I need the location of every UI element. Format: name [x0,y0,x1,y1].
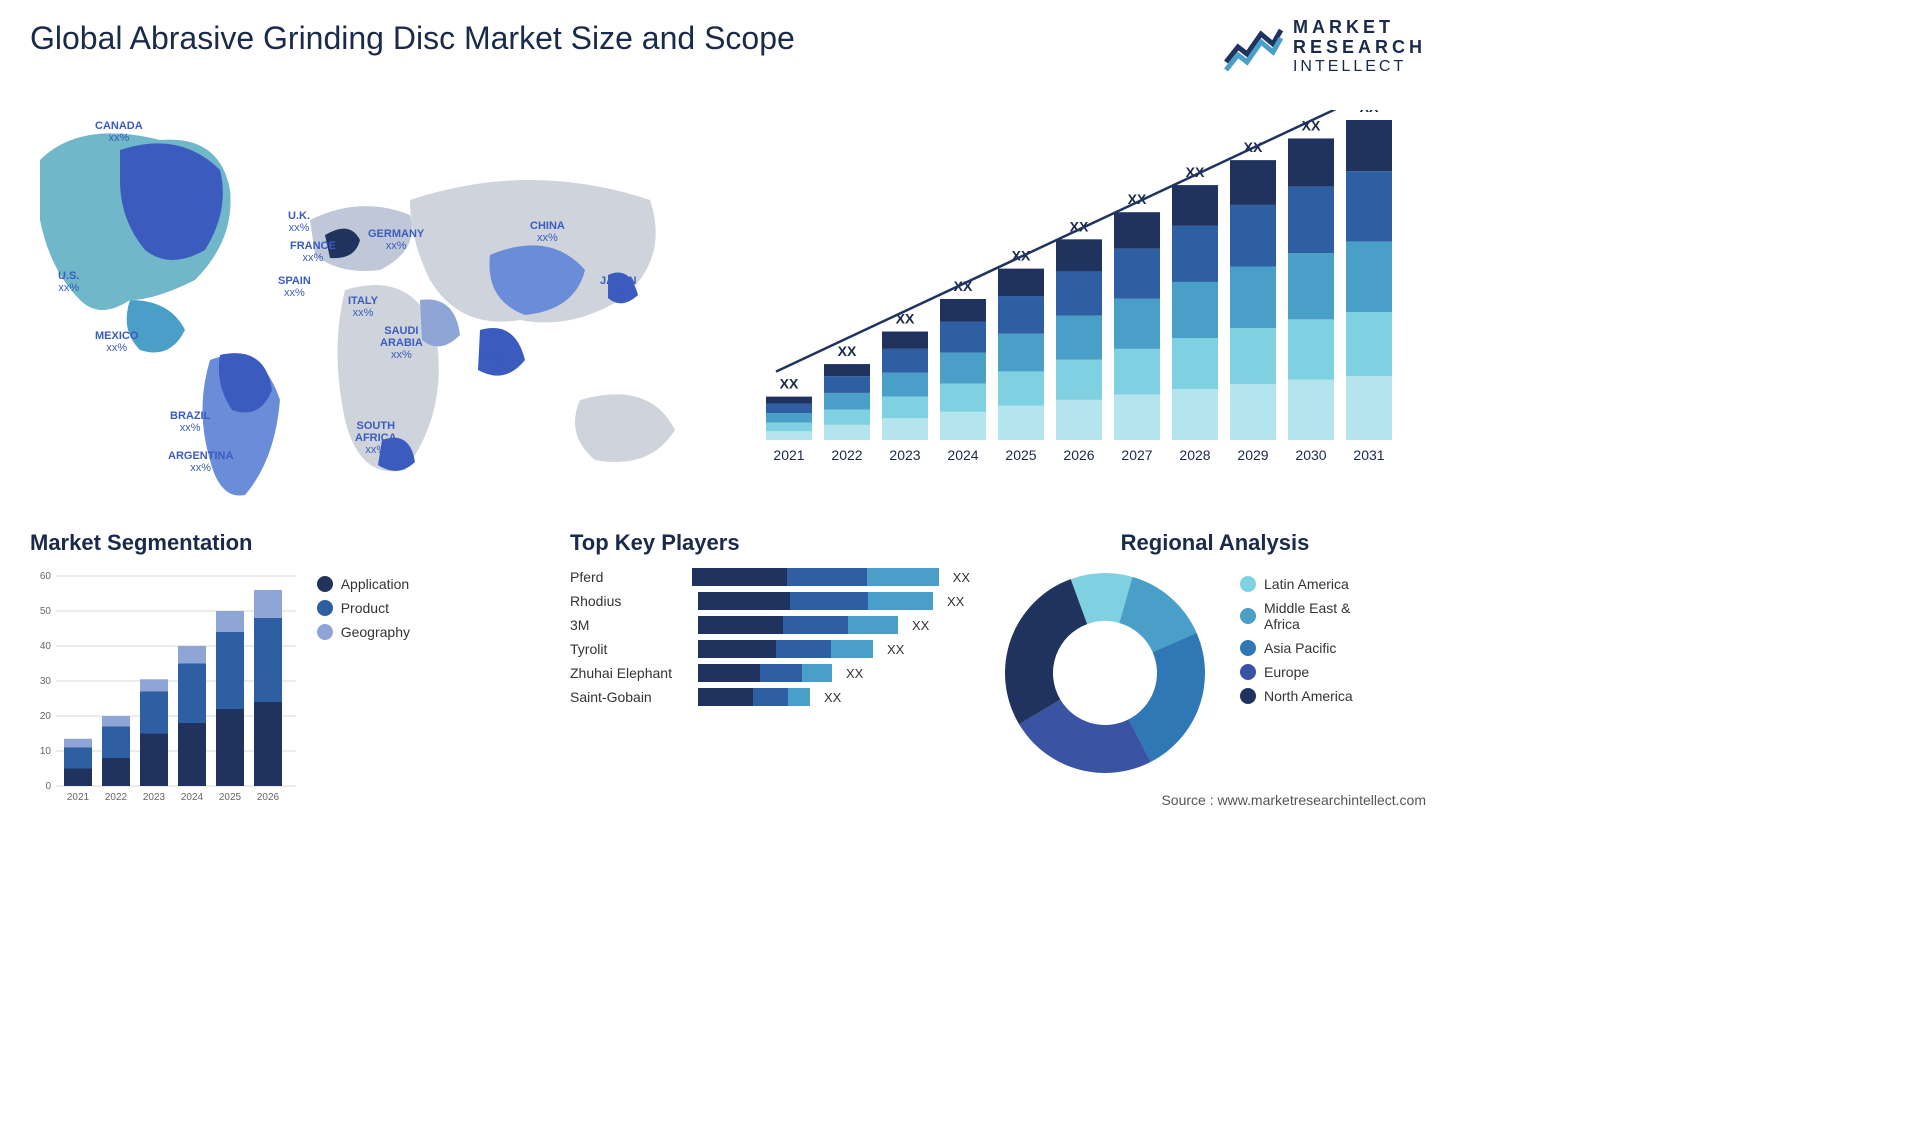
player-row: Zhuhai Elephant XX [570,664,970,682]
svg-text:0: 0 [45,781,51,792]
player-value: XX [846,666,863,681]
segmentation-title: Market Segmentation [30,530,410,556]
player-value: XX [824,690,841,705]
player-value: XX [947,594,964,609]
svg-text:XX: XX [1360,110,1379,115]
svg-text:2021: 2021 [67,792,90,803]
player-row: Pferd XX [570,568,970,586]
logo-text-2: RESEARCH [1293,38,1426,58]
player-bar [698,664,832,682]
map-label: U.K.xx% [288,210,310,234]
regional-title: Regional Analysis [1000,530,1430,556]
svg-text:2025: 2025 [219,792,242,803]
map-label: CANADAxx% [95,120,143,144]
map-label: CHINAxx% [530,220,565,244]
svg-text:2028: 2028 [1179,447,1210,463]
regional-legend: Latin America Middle East &Africa Asia Pac… [1240,568,1353,712]
svg-text:30: 30 [40,676,52,687]
svg-text:2031: 2031 [1353,447,1384,463]
legend-item: Asia Pacific [1240,640,1353,656]
page-title: Global Abrasive Grinding Disc Market Siz… [30,20,795,57]
players-title: Top Key Players [570,530,970,556]
legend-item: Application [317,576,410,592]
svg-text:XX: XX [838,343,857,359]
map-label: SPAINxx% [278,275,311,299]
svg-text:2022: 2022 [105,792,128,803]
svg-text:2025: 2025 [1005,447,1036,463]
player-bar [692,568,939,586]
player-name: Zhuhai Elephant [570,665,690,681]
player-row: 3M XX [570,616,970,634]
legend-item: Europe [1240,664,1353,680]
player-row: Rhodius XX [570,592,970,610]
map-label: ARGENTINAxx% [168,450,233,474]
legend-item: Middle East &Africa [1240,600,1353,632]
player-name: Tyrolit [570,641,690,657]
map-label: SAUDIARABIAxx% [380,325,423,361]
players-list: PferdXXRhodiusXX3MXXTyrolitXXZhuhai Elep… [570,568,970,706]
player-row: Tyrolit XX [570,640,970,658]
segmentation-section: Market Segmentation 0 10 20 30 40 50 60 2021 202… [30,530,410,808]
world-map: CANADAxx% U.S.xx% MEXICOxx% BRAZILxx% ARGENT… [10,100,710,500]
player-value: XX [953,570,970,585]
svg-text:2023: 2023 [143,792,166,803]
svg-text:2027: 2027 [1121,447,1152,463]
svg-text:2024: 2024 [181,792,204,803]
legend-item: Product [317,600,410,616]
player-name: Pferd [570,569,684,585]
map-label: INDIAxx% [480,350,510,374]
forecast-bar-chart: XX2021XX2022XX2023XX2024XX2025XX2026XX20… [756,110,1416,480]
svg-text:20: 20 [40,711,52,722]
legend-item: Latin America [1240,576,1353,592]
logo-mark-icon [1223,22,1283,72]
logo-text-3: INTELLECT [1293,58,1426,76]
svg-text:2026: 2026 [1063,447,1094,463]
segmentation-chart: 0 10 20 30 40 50 60 2021 2022 2023 2024 2025 2026 [30,568,297,808]
regional-section: Regional Analysis Latin America Middle Ea… [1000,530,1430,778]
svg-text:2029: 2029 [1237,447,1268,463]
player-bar [698,640,873,658]
player-name: 3M [570,617,690,633]
svg-text:2022: 2022 [831,447,862,463]
svg-text:50: 50 [40,606,52,617]
forecast-svg: XX2021XX2022XX2023XX2024XX2025XX2026XX20… [756,110,1416,480]
map-label: MEXICOxx% [95,330,138,354]
svg-text:2024: 2024 [947,447,978,463]
legend-item: North America [1240,688,1353,704]
map-label: JAPANxx% [600,275,636,299]
regional-donut [1000,568,1210,778]
brand-logo: MARKET RESEARCH INTELLECT [1223,18,1426,75]
svg-text:60: 60 [40,571,52,582]
segmentation-legend: Application Product Geography [317,568,410,648]
player-name: Saint-Gobain [570,689,690,705]
svg-text:XX: XX [780,376,799,392]
svg-text:2030: 2030 [1295,447,1326,463]
map-label: SOUTHAFRICAxx% [355,420,397,456]
player-value: XX [912,618,929,633]
map-label: BRAZILxx% [170,410,210,434]
map-label: GERMANYxx% [368,228,424,252]
svg-text:2026: 2026 [257,792,280,803]
player-bar [698,616,898,634]
player-bar [698,688,810,706]
map-label: ITALYxx% [348,295,378,319]
player-row: Saint-Gobain XX [570,688,970,706]
svg-text:2023: 2023 [889,447,920,463]
map-label: FRANCExx% [290,240,336,264]
player-value: XX [887,642,904,657]
map-label: U.S.xx% [58,270,79,294]
player-bar [698,592,933,610]
svg-text:40: 40 [40,641,52,652]
logo-text-1: MARKET [1293,18,1426,38]
source-text: Source : www.marketresearchintellect.com [1161,792,1426,808]
legend-item: Geography [317,624,410,640]
svg-text:2021: 2021 [773,447,804,463]
players-section: Top Key Players PferdXXRhodiusXX3MXXTyro… [570,530,970,712]
player-name: Rhodius [570,593,690,609]
svg-text:10: 10 [40,746,52,757]
